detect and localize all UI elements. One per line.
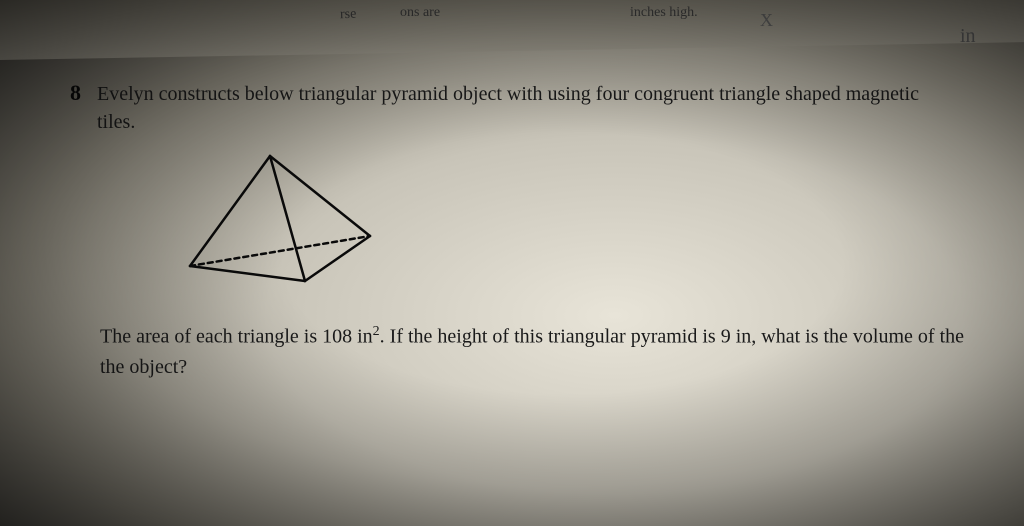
fragment-text: inches high. bbox=[630, 5, 698, 21]
question-text: Evelyn constructs below triangular pyram… bbox=[97, 80, 947, 136]
fragment-text: ons are bbox=[400, 5, 440, 21]
height-unit: in bbox=[736, 326, 752, 348]
followup-prefix: The area of each triangle is bbox=[100, 326, 322, 348]
question-content: 8 Evelyn constructs below triangular pyr… bbox=[70, 80, 984, 382]
area-unit-base: in bbox=[357, 326, 373, 348]
followup-question: The area of each triangle is 108 in2. If… bbox=[100, 321, 970, 382]
handwriting-fragment: in bbox=[960, 25, 976, 48]
handwriting-fragment: X bbox=[760, 10, 773, 31]
area-unit-exponent: 2 bbox=[373, 324, 380, 339]
pyramid-figure bbox=[170, 146, 984, 301]
fragment-text: rse bbox=[340, 7, 357, 24]
pyramid-svg bbox=[170, 146, 390, 296]
followup-middle: . If the height of this triangular pyram… bbox=[380, 326, 721, 348]
height-value: 9 bbox=[721, 326, 731, 348]
question-header: 8 Evelyn constructs below triangular pyr… bbox=[70, 80, 984, 136]
question-number: 8 bbox=[70, 80, 81, 106]
area-value: 108 bbox=[322, 326, 352, 348]
